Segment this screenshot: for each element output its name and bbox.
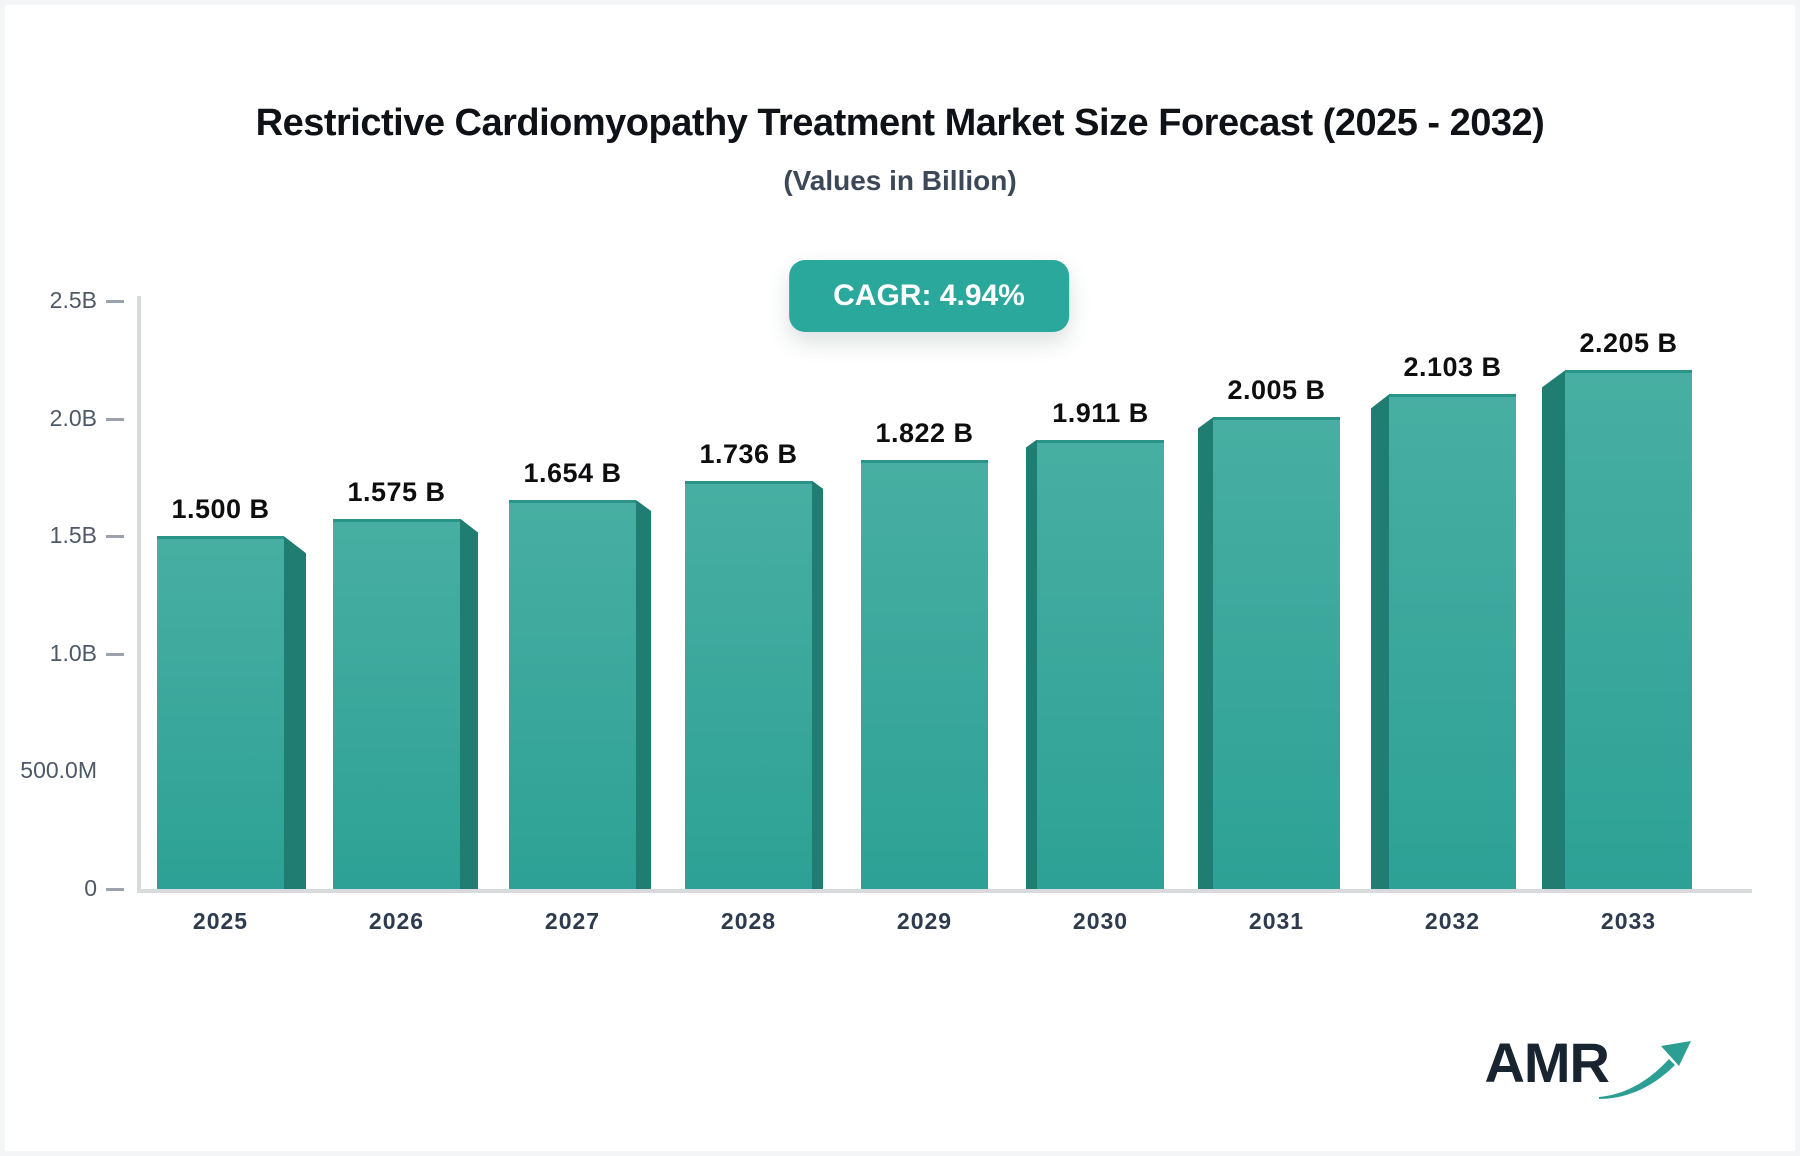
y-tick-label: 500.0M (20, 757, 97, 784)
bar-side-face (460, 518, 478, 889)
bar-value-label: 1.654 B (523, 457, 622, 488)
x-axis-category-label: 2030 (1072, 908, 1129, 934)
y-tick-mark (106, 535, 124, 539)
trend-up-arrow-icon (1599, 1041, 1691, 1099)
bar-side-face (1198, 417, 1213, 889)
y-tick-label: 1.0B (49, 639, 97, 666)
bar (333, 518, 460, 889)
y-tick-mark (106, 652, 124, 656)
bar-value-label: 2.205 B (1579, 328, 1678, 359)
bar-value-label: 1.736 B (699, 438, 798, 469)
x-axis-category-label: 2027 (544, 908, 601, 934)
bar (1389, 394, 1516, 889)
chart-subtitle: (Values in Billion) (783, 165, 1017, 196)
y-tick-label: 2.5B (49, 287, 97, 313)
y-tick-mark (106, 888, 124, 891)
bar-value-label: 1.911 B (1052, 397, 1149, 428)
bar (1213, 417, 1340, 889)
x-axis-category-label: 2028 (720, 908, 777, 934)
y-tick-label: 1.5B (49, 522, 97, 549)
x-axis-category-label: 2025 (192, 908, 249, 934)
x-axis-category-label: 2031 (1248, 908, 1305, 934)
plot-area: 2.5B 2.0B 1.5B 1.0B 500.0M 0 1.500 B 2025 1.575 … (5, 5, 1795, 1151)
y-tick-mark (106, 417, 124, 421)
bar-value-label: 2.103 B (1403, 352, 1502, 383)
chart-title: Restrictive Cardiomyopathy Treatment Mar… (255, 102, 1545, 144)
bar-side-face (812, 480, 823, 889)
logo-text: AMR (1484, 1031, 1610, 1094)
y-tick-label: 2.0B (49, 404, 97, 431)
x-axis-category-label: 2033 (1600, 908, 1657, 934)
y-tick-label: 0 (84, 875, 97, 901)
bar (509, 499, 636, 889)
bar (861, 460, 988, 889)
bar (1037, 439, 1164, 889)
cagr-badge: CAGR: 4.94% (789, 260, 1069, 332)
y-tick-mark (106, 300, 124, 303)
bar-value-label: 1.575 B (347, 476, 446, 507)
bar-side-face (636, 499, 651, 889)
y-axis-line (137, 296, 141, 893)
x-axis-line (137, 889, 1752, 893)
x-axis-category-label: 2026 (368, 908, 425, 934)
bar-side-face (1026, 439, 1037, 889)
x-axis-category-label: 2029 (896, 908, 953, 934)
bar-side-face (1371, 394, 1389, 889)
bar-value-label: 1.822 B (875, 418, 974, 449)
bar-side-face (1542, 370, 1565, 889)
bar (157, 536, 284, 889)
x-axis-category-label: 2032 (1424, 908, 1481, 934)
bar-value-label: 1.500 B (171, 494, 270, 525)
amr-logo: AMR (1484, 1035, 1695, 1103)
bar (1565, 370, 1692, 889)
bar-value-label: 2.005 B (1227, 375, 1326, 406)
bar (685, 480, 812, 889)
bar-side-face (284, 536, 306, 889)
